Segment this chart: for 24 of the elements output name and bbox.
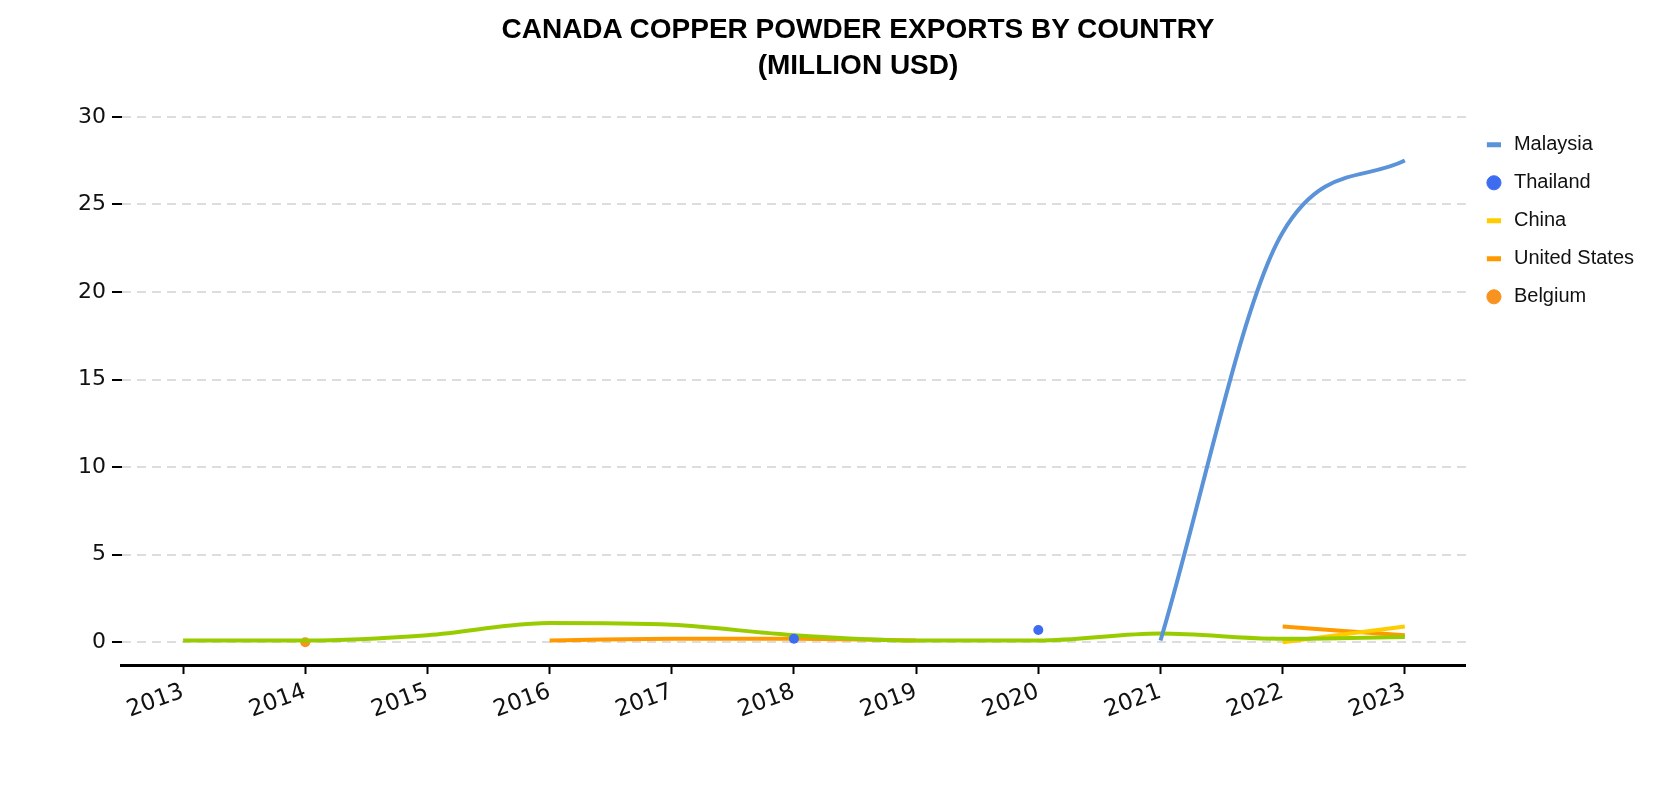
- x-tick-label: 2016: [489, 676, 554, 722]
- y-tick-label: 10: [77, 452, 106, 478]
- chart-title: CANADA COPPER POWDER EXPORTS BY COUNTRY (MILLION USD): [501, 12, 1215, 81]
- y-tick-label: 20: [77, 277, 106, 303]
- legend-label: United States: [1513, 246, 1635, 269]
- y-tick-label: 15: [77, 365, 106, 391]
- x-tick-label: 2014: [245, 676, 310, 722]
- legend-label: Thailand: [1513, 170, 1591, 193]
- legend-label: Belgium: [1513, 284, 1587, 307]
- x-tick-label: 2022: [1222, 676, 1287, 722]
- y-tick-label: 25: [77, 190, 106, 216]
- y-tick-label: 30: [77, 102, 106, 128]
- x-tick-label: 2013: [122, 676, 187, 722]
- x-tick-label: 2021: [1100, 676, 1165, 722]
- x-tick-label: 2023: [1344, 676, 1409, 722]
- x-tick-label: 2020: [978, 676, 1043, 722]
- legend-label: China: [1513, 208, 1568, 231]
- x-tick-label: 2019: [855, 676, 920, 722]
- x-tick-label: 2017: [611, 676, 676, 722]
- x-tick-label: 2015: [367, 676, 432, 722]
- y-tick-label: 0: [91, 627, 106, 653]
- legend-label: Malaysia: [1513, 132, 1594, 155]
- y-tick-label: 5: [91, 540, 106, 566]
- x-tick-label: 2018: [733, 676, 798, 722]
